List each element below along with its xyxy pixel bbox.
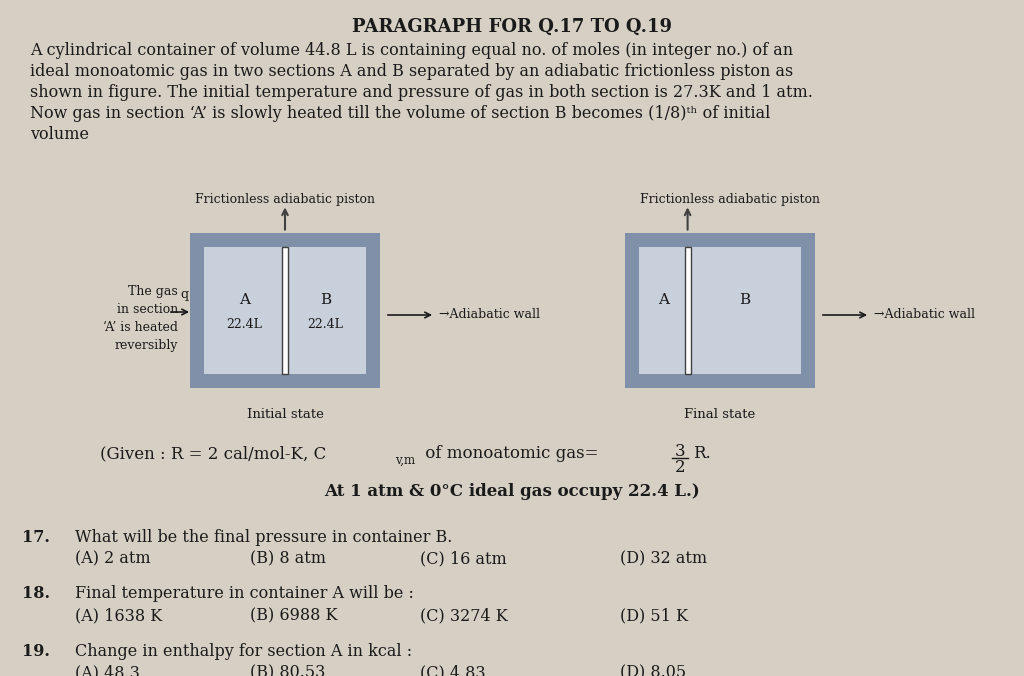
Text: A: A [657, 293, 669, 307]
Text: 22.4L: 22.4L [307, 318, 343, 331]
Text: v,m: v,m [395, 454, 415, 466]
Text: (A) 1638 K: (A) 1638 K [75, 608, 162, 625]
Text: R.: R. [693, 445, 711, 462]
Text: (A) 48.3: (A) 48.3 [75, 665, 140, 676]
Text: PARAGRAPH FOR Q.17 TO Q.19: PARAGRAPH FOR Q.17 TO Q.19 [352, 18, 672, 36]
Text: →Adiabatic wall: →Adiabatic wall [874, 308, 975, 322]
Text: 19.: 19. [22, 642, 50, 660]
Text: 3: 3 [675, 443, 685, 460]
Bar [282, 247, 288, 374]
Text: A: A [239, 293, 250, 307]
Text: (B) 8 atm: (B) 8 atm [250, 550, 326, 567]
Bar [204, 247, 366, 374]
Text: (D) 32 atm: (D) 32 atm [620, 550, 708, 567]
Text: (B) 80.53: (B) 80.53 [250, 665, 326, 676]
Text: B: B [738, 293, 750, 307]
Text: (C) 4.83: (C) 4.83 [420, 665, 485, 676]
Text: Now gas in section ‘A’ is slowly heated till the volume of section B becomes (1/: Now gas in section ‘A’ is slowly heated … [30, 105, 770, 122]
Text: Final temperature in container A will be :: Final temperature in container A will be… [75, 585, 414, 602]
Text: What will be the final pressure in container B.: What will be the final pressure in conta… [75, 529, 453, 546]
Text: Final state: Final state [684, 408, 756, 420]
Text: in section: in section [117, 303, 178, 316]
Text: volume: volume [30, 126, 89, 143]
Text: ‘A’ is heated: ‘A’ is heated [103, 321, 178, 334]
Text: 2: 2 [675, 458, 685, 475]
Text: ideal monoatomic gas in two sections A and B separated by an adiabatic frictionl: ideal monoatomic gas in two sections A a… [30, 63, 794, 80]
Text: (A) 2 atm: (A) 2 atm [75, 550, 151, 567]
Text: The gas: The gas [128, 285, 178, 298]
Bar [639, 247, 801, 374]
Text: (D) 8.05: (D) 8.05 [620, 665, 686, 676]
Text: (D) 51 K: (D) 51 K [620, 608, 688, 625]
Text: reversibly: reversibly [115, 339, 178, 352]
Text: →Adiabatic wall: →Adiabatic wall [439, 308, 540, 322]
Text: of monoatomic gas=: of monoatomic gas= [420, 445, 604, 462]
Text: B: B [319, 293, 331, 307]
Bar [204, 247, 366, 374]
Text: (Given : R = 2 cal/mol-K, C: (Given : R = 2 cal/mol-K, C [100, 445, 327, 462]
Text: 17.: 17. [22, 529, 50, 546]
Text: (C) 3274 K: (C) 3274 K [420, 608, 508, 625]
Text: Frictionless adiabatic piston: Frictionless adiabatic piston [640, 193, 820, 206]
Text: Frictionless adiabatic piston: Frictionless adiabatic piston [195, 193, 375, 206]
Text: 18.: 18. [22, 585, 50, 602]
Text: q: q [180, 288, 188, 301]
Bar [190, 233, 380, 387]
Text: Initial state: Initial state [247, 408, 324, 420]
Text: Change in enthalpy for section A in kcal :: Change in enthalpy for section A in kcal… [75, 642, 412, 660]
Text: 22.4L: 22.4L [226, 318, 262, 331]
Text: (B) 6988 K: (B) 6988 K [250, 608, 338, 625]
Text: shown in figure. The initial temperature and pressure of gas in both section is : shown in figure. The initial temperature… [30, 84, 813, 101]
Text: A cylindrical container of volume 44.8 L is containing equal no. of moles (in in: A cylindrical container of volume 44.8 L… [30, 42, 794, 59]
Bar [625, 233, 815, 387]
Text: At 1 atm & 0°C ideal gas occupy 22.4 L.): At 1 atm & 0°C ideal gas occupy 22.4 L.) [325, 483, 699, 500]
Bar [639, 247, 801, 374]
Bar [685, 247, 690, 374]
Text: (C) 16 atm: (C) 16 atm [420, 550, 507, 567]
